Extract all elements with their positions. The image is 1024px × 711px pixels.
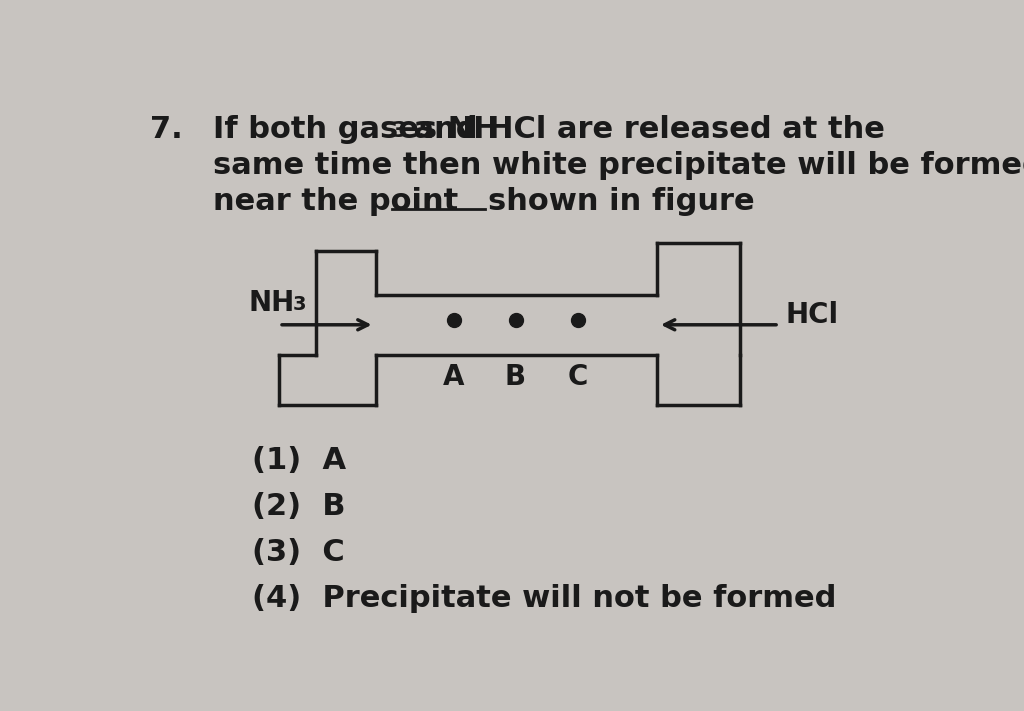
Text: (3)  C: (3) C [252,538,345,567]
Text: (4)  Precipitate will not be formed: (4) Precipitate will not be formed [252,584,837,614]
Text: (2)  B: (2) B [252,492,345,521]
Text: 3: 3 [292,295,306,314]
Text: same time then white precipitate will be formed: same time then white precipitate will be… [213,151,1024,180]
Text: near the point: near the point [213,187,459,216]
Text: HCl: HCl [785,301,839,329]
Text: NH: NH [248,289,294,317]
Text: and HCl are released at the: and HCl are released at the [403,114,885,144]
Text: B: B [505,363,526,390]
Text: A: A [442,363,464,390]
Text: shown in figure: shown in figure [488,187,755,216]
Text: 3: 3 [391,121,407,141]
Text: (1)  A: (1) A [252,446,346,475]
Text: C: C [567,363,588,390]
Text: 7.: 7. [150,114,182,144]
Text: If both gases NH: If both gases NH [213,114,499,144]
